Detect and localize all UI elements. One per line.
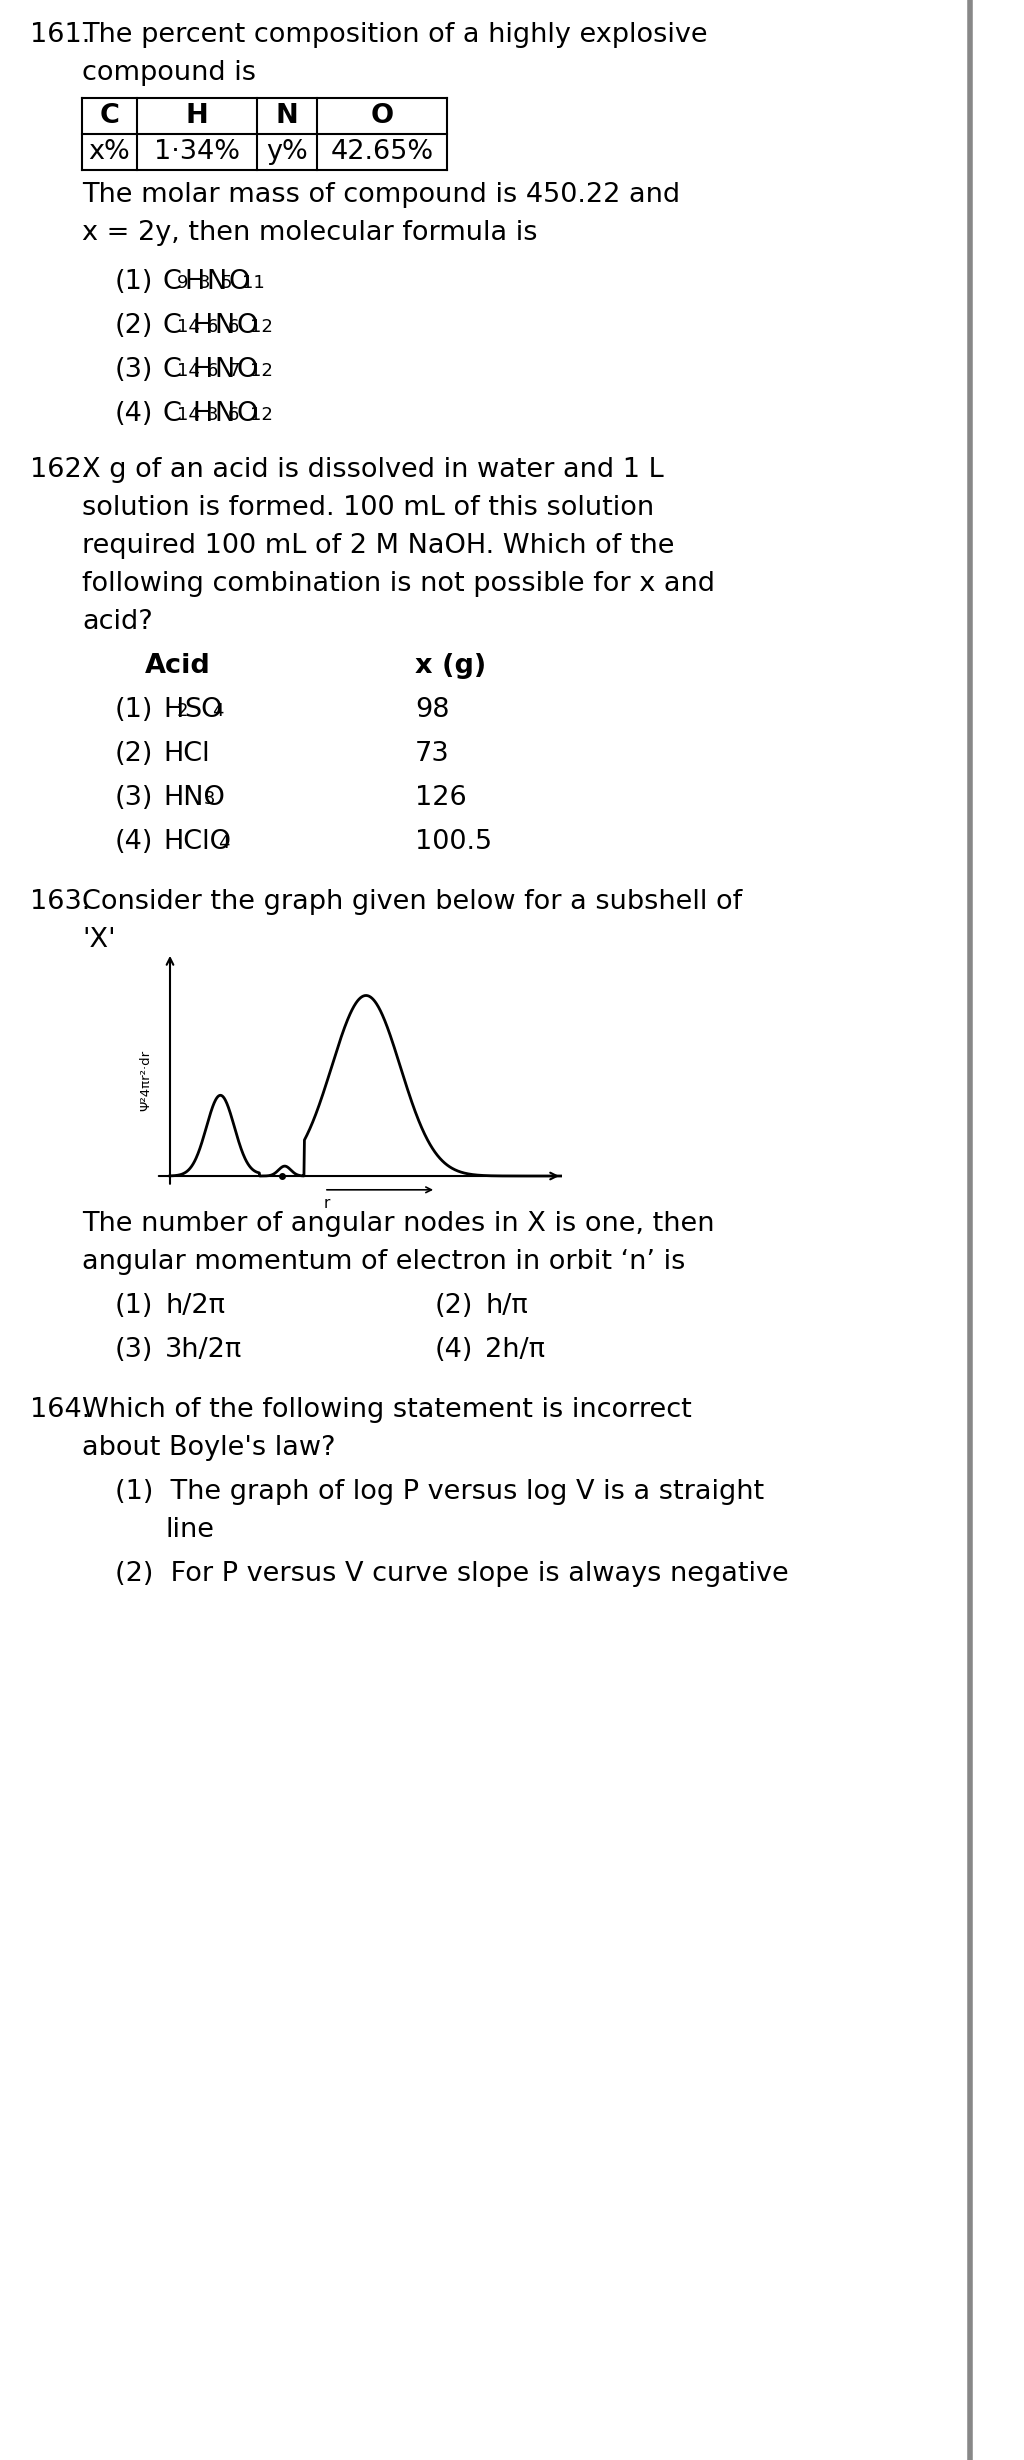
Text: C: C	[163, 357, 182, 384]
Text: 4: 4	[217, 834, 229, 851]
Text: H: H	[193, 401, 213, 428]
Text: C: C	[163, 401, 182, 428]
Text: x%: x%	[89, 140, 130, 165]
Text: H: H	[184, 268, 205, 295]
Text: H: H	[185, 103, 208, 128]
Text: N: N	[214, 357, 234, 384]
Text: 3: 3	[207, 406, 218, 423]
Text: y%: y%	[266, 140, 308, 165]
Text: 6: 6	[207, 317, 218, 337]
Text: X g of an acid is dissolved in water and 1 L: X g of an acid is dissolved in water and…	[82, 458, 664, 482]
Text: following combination is not possible for x and: following combination is not possible fo…	[82, 571, 715, 598]
Text: 6: 6	[207, 362, 218, 379]
Text: HClO: HClO	[163, 829, 231, 856]
Text: 3h/2π: 3h/2π	[165, 1336, 243, 1363]
Text: O: O	[371, 103, 393, 128]
Text: H: H	[193, 357, 213, 384]
Text: N: N	[207, 268, 226, 295]
Text: 12: 12	[250, 406, 272, 423]
Text: h/π: h/π	[485, 1294, 527, 1319]
Text: (4): (4)	[115, 829, 154, 856]
Text: x = 2y, then molecular formula is: x = 2y, then molecular formula is	[82, 219, 538, 246]
Text: solution is formed. 100 mL of this solution: solution is formed. 100 mL of this solut…	[82, 494, 654, 522]
Text: Acid: Acid	[145, 652, 211, 679]
Text: 4: 4	[212, 701, 223, 721]
Text: 5: 5	[220, 273, 231, 293]
Text: O: O	[237, 312, 258, 339]
Text: 12: 12	[250, 362, 272, 379]
Text: 161.: 161.	[30, 22, 90, 49]
Text: 98: 98	[415, 696, 450, 723]
Text: 73: 73	[415, 740, 450, 768]
Text: N: N	[275, 103, 298, 128]
Text: N: N	[214, 312, 234, 339]
Text: 42.65%: 42.65%	[331, 140, 433, 165]
Text: 14: 14	[177, 406, 200, 423]
Text: x (g): x (g)	[415, 652, 486, 679]
Text: C: C	[163, 312, 182, 339]
Text: (3): (3)	[115, 1336, 154, 1363]
Text: (1): (1)	[115, 696, 154, 723]
Text: O: O	[237, 401, 258, 428]
Text: C: C	[163, 268, 182, 295]
Text: (3): (3)	[115, 785, 154, 812]
Text: 3: 3	[199, 273, 210, 293]
Text: 'X': 'X'	[82, 927, 116, 952]
Text: HCl: HCl	[163, 740, 210, 768]
Text: The molar mass of compound is 450.22 and: The molar mass of compound is 450.22 and	[82, 182, 680, 209]
Text: 12: 12	[250, 317, 272, 337]
Text: (1)  The graph of log P versus log V is a straight: (1) The graph of log P versus log V is a…	[115, 1478, 764, 1506]
Text: 3: 3	[204, 790, 215, 807]
Text: (1): (1)	[115, 1294, 154, 1319]
Text: The number of angular nodes in X is one, then: The number of angular nodes in X is one,…	[82, 1210, 715, 1237]
Text: 7: 7	[228, 362, 240, 379]
Text: 9: 9	[177, 273, 188, 293]
Text: SO: SO	[184, 696, 223, 723]
Text: N: N	[214, 401, 234, 428]
Text: 6: 6	[228, 317, 240, 337]
Text: (4): (4)	[115, 401, 154, 428]
Text: 1·34%: 1·34%	[154, 140, 240, 165]
Text: required 100 mL of 2 M NaOH. Which of the: required 100 mL of 2 M NaOH. Which of th…	[82, 534, 675, 558]
Text: O: O	[237, 357, 258, 384]
Text: acid?: acid?	[82, 610, 153, 635]
Text: Consider the graph given below for a subshell of: Consider the graph given below for a sub…	[82, 888, 742, 915]
Text: (2): (2)	[115, 740, 154, 768]
Text: 6: 6	[228, 406, 240, 423]
Text: HNO: HNO	[163, 785, 225, 812]
Text: compound is: compound is	[82, 59, 256, 86]
Text: 14: 14	[177, 317, 200, 337]
Text: angular momentum of electron in orbit ‘n’ is: angular momentum of electron in orbit ‘n…	[82, 1250, 685, 1274]
Text: h/2π: h/2π	[165, 1294, 225, 1319]
Text: H: H	[163, 696, 183, 723]
Text: 2h/π: 2h/π	[485, 1336, 545, 1363]
Text: H: H	[193, 312, 213, 339]
Text: about Boyle's law?: about Boyle's law?	[82, 1434, 336, 1461]
Text: 164.: 164.	[30, 1397, 90, 1422]
Text: The percent composition of a highly explosive: The percent composition of a highly expl…	[82, 22, 708, 49]
Text: 126: 126	[415, 785, 467, 812]
Text: (1): (1)	[115, 268, 154, 295]
Text: C: C	[99, 103, 120, 128]
Text: 14: 14	[177, 362, 200, 379]
Text: (3): (3)	[115, 357, 154, 384]
Text: (4): (4)	[435, 1336, 473, 1363]
Text: Ψ²4πr²·dr: Ψ²4πr²·dr	[139, 1050, 153, 1112]
Text: r: r	[324, 1196, 331, 1210]
Text: line: line	[165, 1518, 214, 1542]
Text: 162.: 162.	[30, 458, 90, 482]
Text: (2): (2)	[435, 1294, 473, 1319]
Text: (2): (2)	[115, 312, 154, 339]
Text: Which of the following statement is incorrect: Which of the following statement is inco…	[82, 1397, 692, 1422]
Text: 2: 2	[177, 701, 188, 721]
Text: (2)  For P versus V curve slope is always negative: (2) For P versus V curve slope is always…	[115, 1562, 788, 1587]
Text: O: O	[228, 268, 250, 295]
Text: 100.5: 100.5	[415, 829, 493, 856]
Text: 163.: 163.	[30, 888, 90, 915]
Text: 11: 11	[242, 273, 264, 293]
